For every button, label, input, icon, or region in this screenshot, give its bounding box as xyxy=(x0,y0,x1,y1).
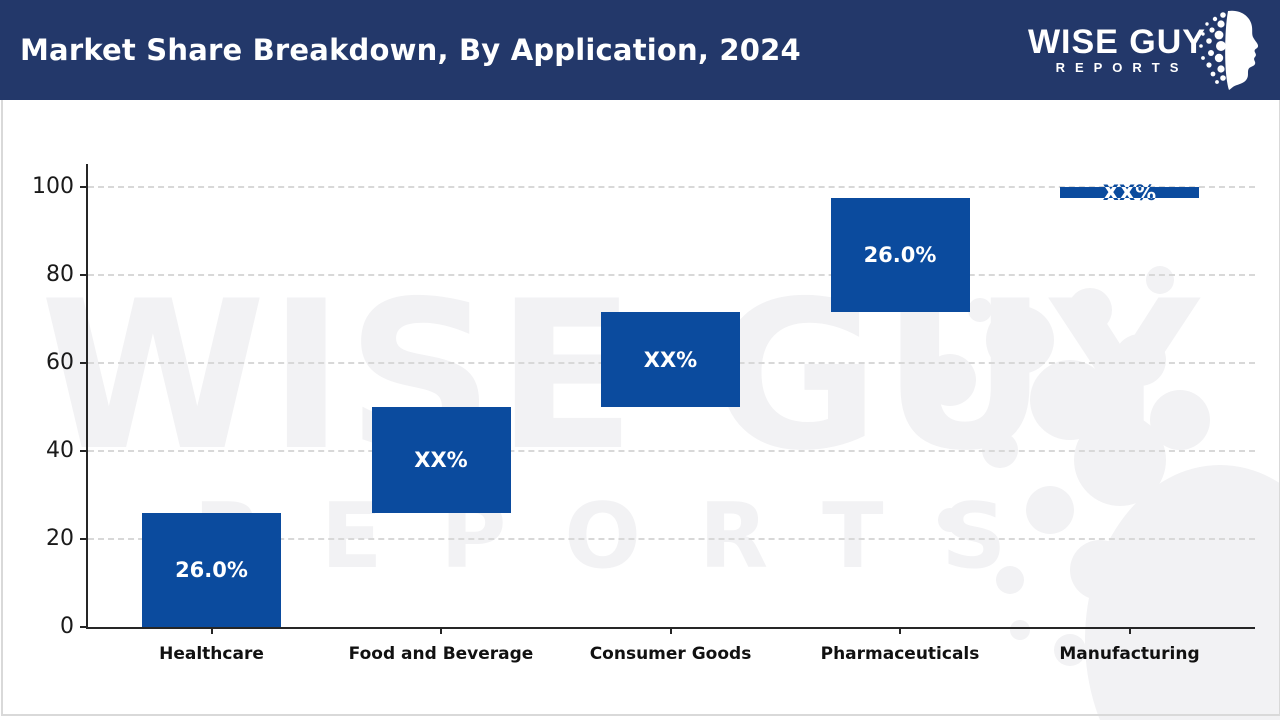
bar-label: XX% xyxy=(414,447,468,472)
wiseguy-face-icon xyxy=(1199,10,1259,91)
wiseguy-logo-text: WISE GUY REPORTS xyxy=(1028,24,1206,76)
bar: XX% xyxy=(1060,187,1199,198)
x-category-label: Food and Beverage xyxy=(348,644,534,664)
bar: XX% xyxy=(601,312,740,407)
y-tick-mark xyxy=(80,626,88,628)
bar-label: 26.0% xyxy=(175,557,248,582)
header-banner: Market Share Breakdown, By Application, … xyxy=(0,0,1280,100)
y-tick-label: 0 xyxy=(60,614,74,639)
x-category-label: Pharmaceuticals xyxy=(820,644,980,664)
x-tick-mark xyxy=(1128,627,1131,634)
y-tick-label: 60 xyxy=(46,350,74,375)
y-tick-mark xyxy=(80,538,88,540)
logo-brand-subtitle: REPORTS xyxy=(1055,60,1189,75)
x-category-label: Consumer Goods xyxy=(589,644,752,664)
bar-label: XX% xyxy=(1060,187,1199,198)
bar: 26.0% xyxy=(830,198,970,313)
y-tick-mark xyxy=(80,274,88,276)
bar-label: 26.0% xyxy=(863,243,937,268)
gridline xyxy=(88,450,1255,452)
y-tick-label: 20 xyxy=(46,526,74,551)
x-tick-mark xyxy=(210,627,213,634)
wiseguy-logo: WISE GUY REPORTS xyxy=(1028,8,1266,92)
x-tick-mark xyxy=(440,627,442,634)
y-tick-mark xyxy=(80,450,88,452)
x-axis-line xyxy=(86,627,1255,629)
y-tick-label: 40 xyxy=(46,438,74,463)
bar-label: XX% xyxy=(643,347,698,372)
y-tick-label: 100 xyxy=(32,174,74,199)
chart-canvas: WISE GUY REPORTS 02040608010026.0%26.0%H… xyxy=(0,100,1280,720)
x-tick-mark xyxy=(899,627,901,634)
logo-brand-name: WISE GUY xyxy=(1027,23,1206,61)
y-axis-line xyxy=(86,164,88,629)
gridline xyxy=(88,186,1255,188)
y-tick-mark xyxy=(80,186,88,188)
bar: XX% xyxy=(371,407,511,513)
x-category-label: Manufacturing xyxy=(1059,644,1200,664)
gridline xyxy=(88,538,1255,540)
page-title: Market Share Breakdown, By Application, … xyxy=(20,33,801,67)
gridline xyxy=(88,274,1255,276)
y-tick-mark xyxy=(80,362,88,364)
bar: 26.0% xyxy=(142,512,281,627)
plot-area: 0 20 40 60 80 100 26.0% 26.0% Healthcare XX% XX% Fo… xyxy=(0,100,1280,720)
x-category-label: Healthcare xyxy=(159,644,264,664)
y-tick-label: 80 xyxy=(46,262,74,287)
x-tick-mark xyxy=(669,627,672,634)
